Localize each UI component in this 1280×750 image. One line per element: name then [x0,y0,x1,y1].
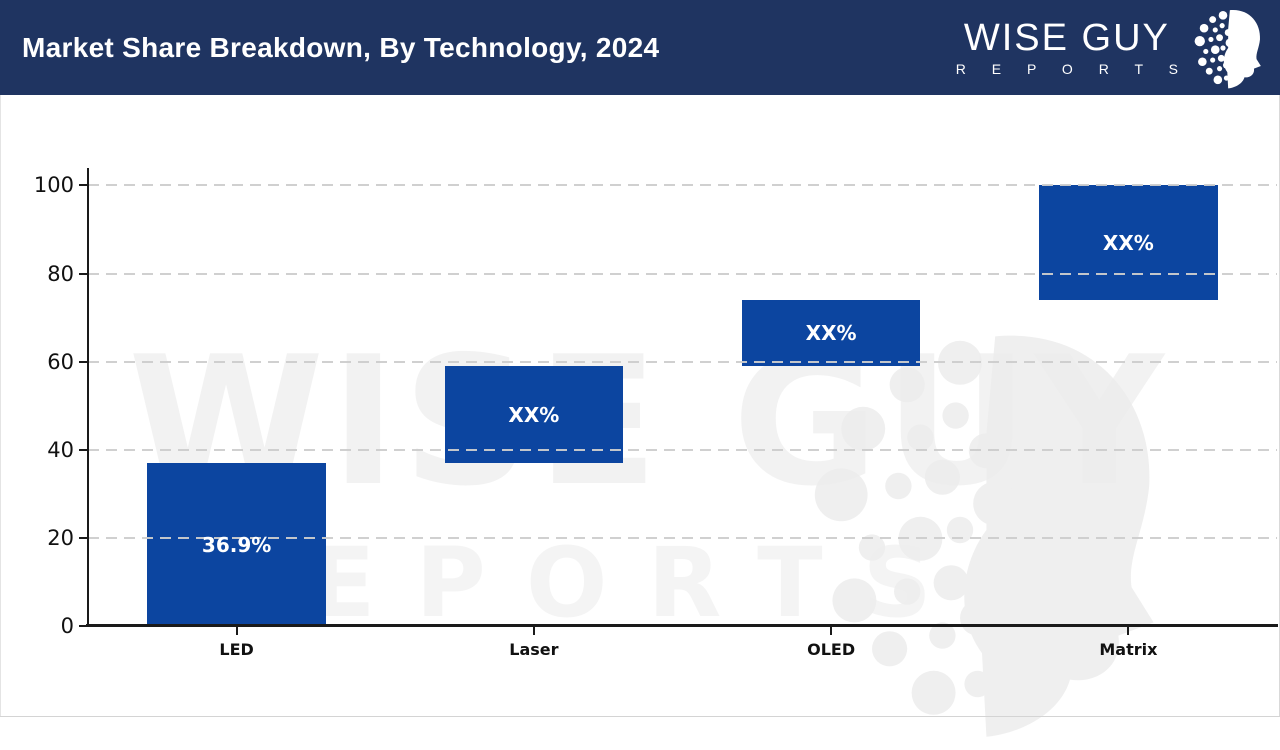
x-tick-label-matrix: Matrix [1099,640,1158,659]
bar-label-led: 36.9% [201,532,272,557]
bar-label-oled: XX% [805,321,857,345]
bar-label-matrix: XX% [1102,230,1154,255]
y-tick-mark [79,536,87,539]
dotted-head-icon [1194,9,1261,88]
y-tick-label: 100 [33,173,74,198]
bar-matrix [1039,185,1218,301]
bar-laser [444,365,624,464]
gridline-y20 [88,536,1277,539]
x-tick-label-led: LED [219,640,254,659]
logo-wordmark: WISE GUY R E P O R T S [956,19,1178,76]
y-tick-label: 0 [60,614,74,638]
logo-wordmark-line1: WISE GUY [963,17,1170,59]
y-tick-label: 60 [47,349,74,374]
header-bar: Market Share Breakdown, By Technology, 2… [0,0,1280,95]
y-axis-line [87,168,89,627]
y-tick-mark [79,360,87,363]
y-tick-label: 40 [47,437,74,462]
x-tick-mark [830,627,833,635]
x-tick-mark [1127,627,1130,635]
bar-oled [741,300,921,366]
y-tick-mark [79,272,87,275]
canvas-border-bottom [0,716,1280,717]
y-tick-mark [79,184,87,187]
y-tick-mark [79,625,87,627]
y-tick-label: 20 [47,525,74,550]
y-tick-mark [79,448,87,451]
x-tick-label-laser: Laser [509,640,559,659]
gridline-y80 [88,272,1277,275]
gridline-y60 [88,360,1277,363]
canvas-border-left [0,95,1,717]
y-tick-label: 80 [47,261,74,286]
watermark-dotted-head [814,335,1154,737]
gridline-y40 [88,448,1277,451]
x-tick-mark [532,627,535,635]
bar-led [147,463,326,626]
x-tick-mark [235,627,238,635]
x-tick-label-oled: OLED [807,640,856,659]
page-title: Market Share Breakdown, By Technology, 2… [22,31,660,63]
x-axis-line [86,624,1278,627]
gridline-y100 [88,184,1277,187]
logo-wordmark-line2: R E P O R T S [955,61,1189,77]
wise-guy-logo: WISE GUY R E P O R T S [956,5,1266,91]
bar-label-laser: XX% [508,402,560,427]
